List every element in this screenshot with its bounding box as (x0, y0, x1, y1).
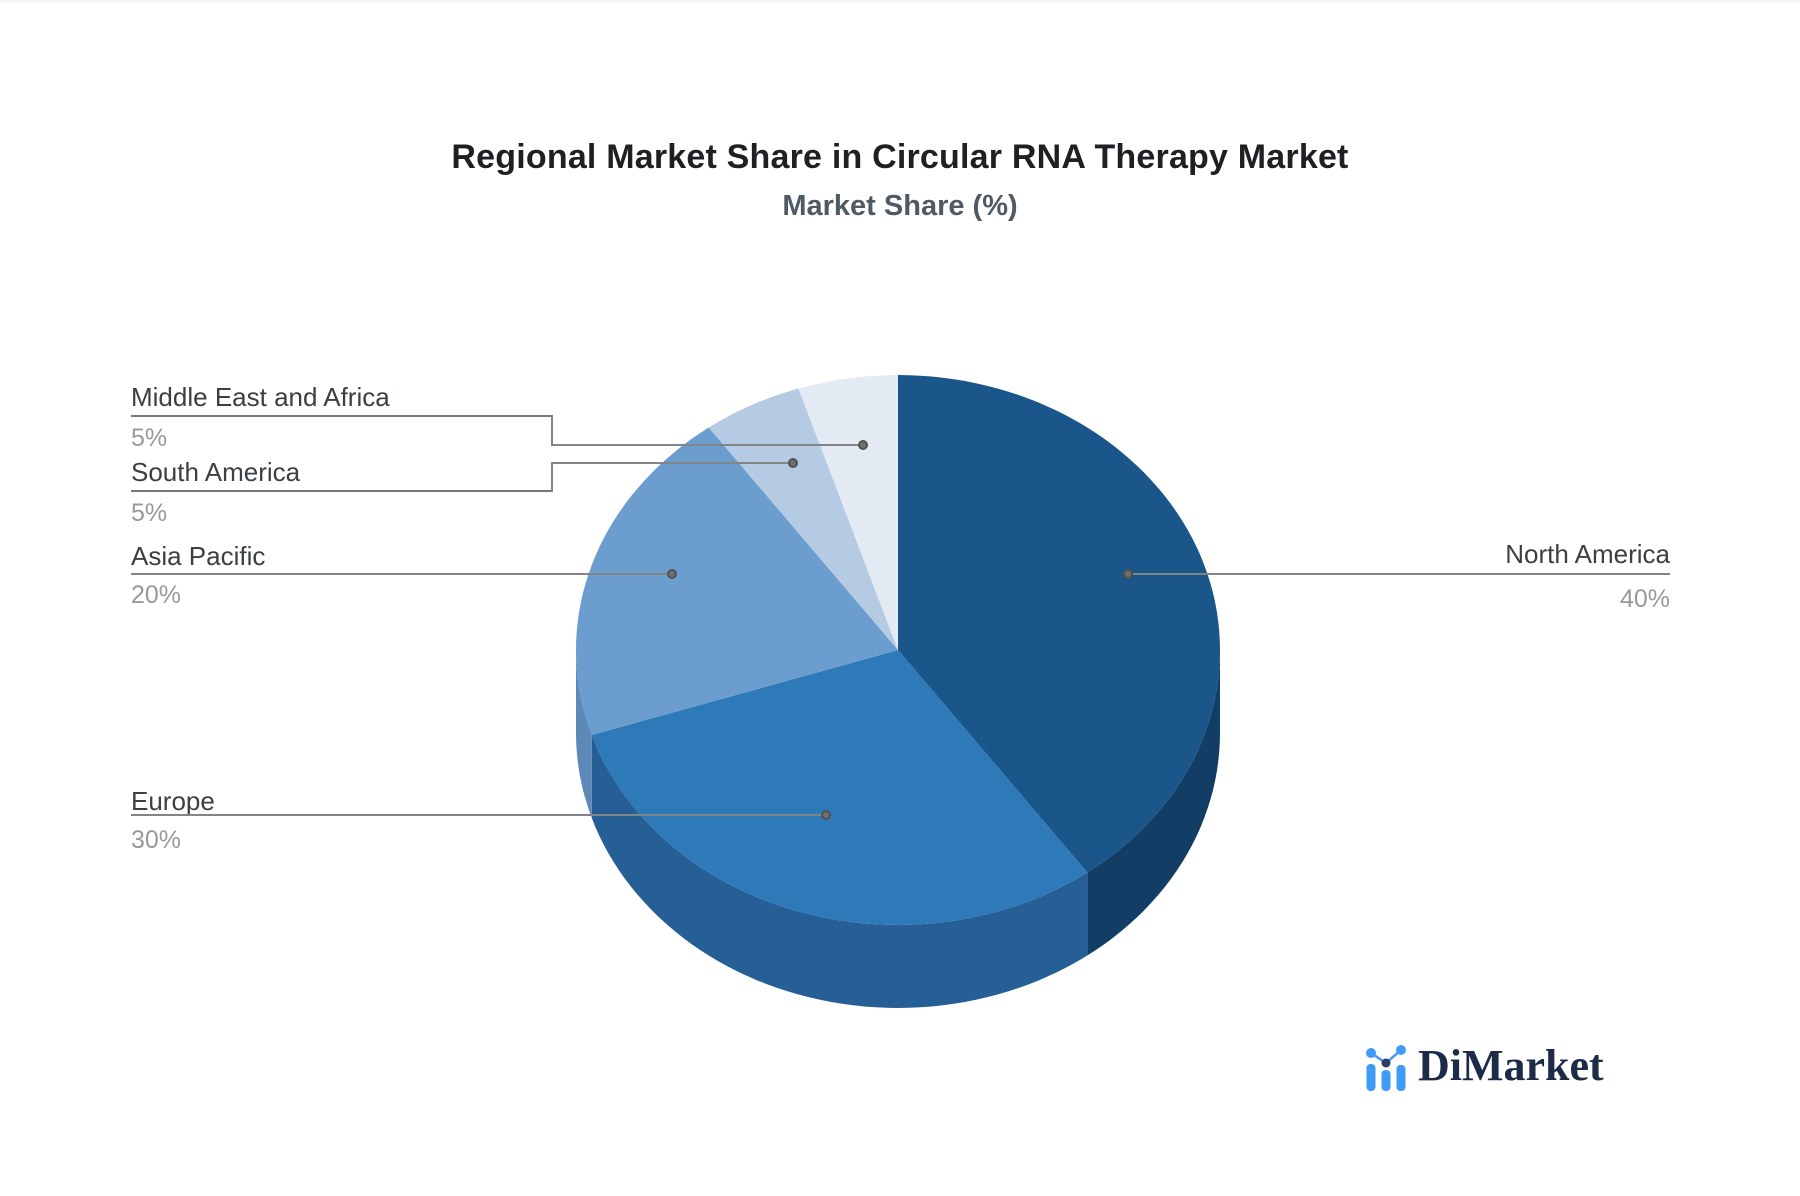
dimarket-logo: DiMarket (1360, 1040, 1690, 1100)
pie-slice-south-america[interactable] (708, 388, 898, 651)
dimarket-logo-text: DiMarket (1418, 1041, 1604, 1090)
value-asia-pacific: 20% (131, 581, 182, 609)
value-europe: 30% (131, 826, 182, 854)
label-middle-east-and-africa: Middle East and Africa (131, 382, 390, 412)
label-south-america: South America (131, 457, 301, 487)
leader-line-south-america-vertical (551, 462, 553, 492)
leader-dot-south-america (788, 458, 798, 468)
label-rule-south-america (131, 490, 553, 492)
leader-line-mea (551, 444, 863, 446)
leader-dot-mea (858, 440, 868, 450)
leader-line-south-america (551, 462, 793, 464)
pie-slice-europe[interactable] (591, 650, 1088, 925)
window-top-edge (0, 0, 1800, 3)
leader-line-north-america (1128, 573, 1670, 575)
pie-slice-side-europe (591, 735, 1088, 1008)
value-middle-east-and-africa: 5% (131, 424, 168, 452)
chart-title: Regional Market Share in Circular RNA Th… (451, 138, 1349, 176)
pie-slice-asia-pacific[interactable] (576, 427, 898, 736)
label-rule-middle-east-and-africa (131, 415, 553, 417)
pie-slice-middle-east-and-africa[interactable] (798, 375, 899, 650)
leader-line-mea-vertical (551, 415, 553, 446)
leader-line-asia-pacific (131, 573, 672, 575)
pie-slice-side-asia-pacific (576, 650, 592, 818)
pie-slice-north-america[interactable] (898, 375, 1220, 873)
label-europe: Europe (131, 786, 215, 816)
pie-slice-side-north-america (1087, 650, 1220, 956)
leader-dot-north-america (1123, 569, 1133, 579)
bar-chart-logo-icon (1366, 1045, 1406, 1091)
leader-dot-asia-pacific (667, 569, 677, 579)
value-north-america: 40% (1619, 585, 1670, 613)
label-north-america: North America (1505, 539, 1670, 569)
value-south-america: 5% (131, 499, 168, 527)
leader-dot-europe (821, 810, 831, 820)
label-asia-pacific: Asia Pacific (131, 541, 266, 571)
chart-subtitle: Market Share (%) (782, 190, 1018, 222)
leader-line-europe (131, 814, 826, 816)
